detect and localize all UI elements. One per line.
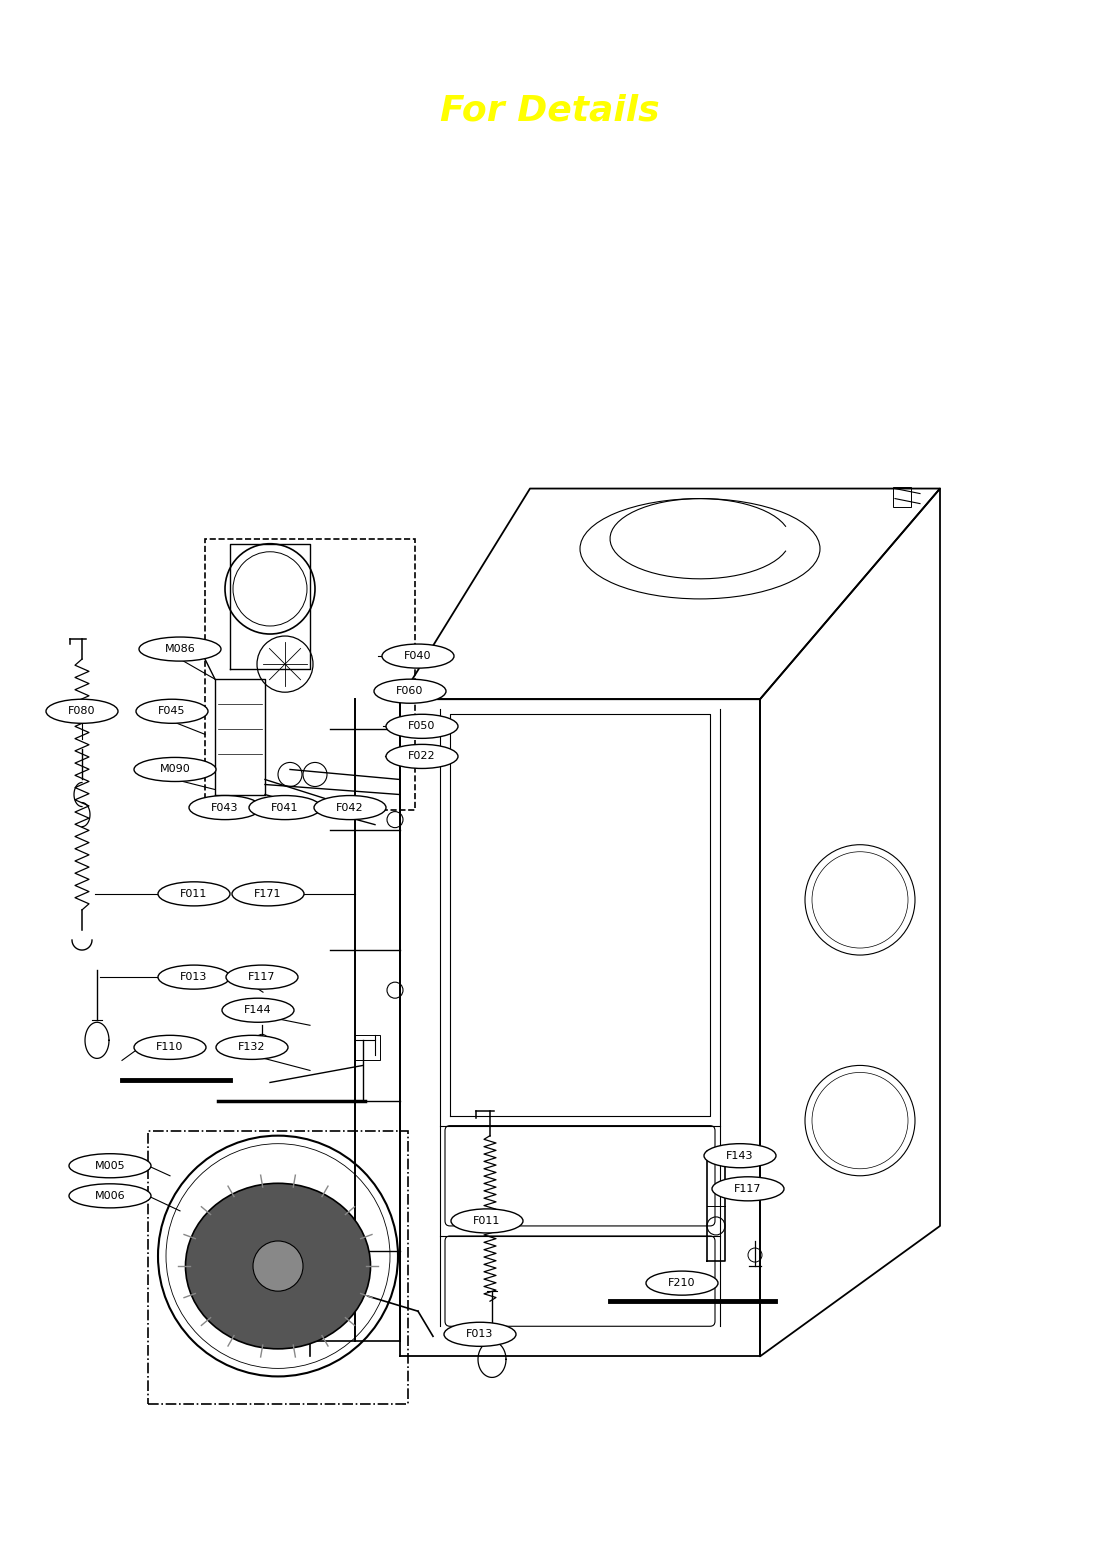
Ellipse shape xyxy=(134,757,216,782)
Text: F045: F045 xyxy=(158,706,186,717)
Text: F080: F080 xyxy=(68,706,96,717)
Text: F171: F171 xyxy=(254,889,282,899)
Text: M005: M005 xyxy=(95,1161,125,1170)
Ellipse shape xyxy=(232,882,304,906)
Bar xyxy=(893,486,911,506)
Text: F132: F132 xyxy=(239,1043,266,1052)
Ellipse shape xyxy=(249,796,321,819)
Ellipse shape xyxy=(186,1183,371,1349)
Ellipse shape xyxy=(451,1209,522,1232)
Text: F041: F041 xyxy=(272,802,299,813)
Bar xyxy=(148,1130,408,1403)
Ellipse shape xyxy=(136,700,208,723)
Text: M086: M086 xyxy=(165,644,196,653)
Text: F117: F117 xyxy=(735,1184,761,1193)
Ellipse shape xyxy=(134,1035,206,1060)
Ellipse shape xyxy=(222,998,294,1023)
Text: M006: M006 xyxy=(95,1190,125,1201)
Ellipse shape xyxy=(712,1176,784,1201)
Bar xyxy=(205,539,415,810)
Text: CLICK HERE: CLICK HERE xyxy=(495,36,605,53)
Text: F013: F013 xyxy=(180,972,208,982)
Ellipse shape xyxy=(139,636,221,661)
Text: F013: F013 xyxy=(466,1330,494,1339)
Text: F040: F040 xyxy=(405,652,431,661)
Text: F011: F011 xyxy=(180,889,208,899)
Text: F144: F144 xyxy=(244,1006,272,1015)
Text: F022: F022 xyxy=(408,751,436,762)
Ellipse shape xyxy=(386,745,458,768)
Ellipse shape xyxy=(374,680,446,703)
Ellipse shape xyxy=(46,700,118,723)
Text: F210: F210 xyxy=(669,1279,695,1288)
Ellipse shape xyxy=(382,644,454,667)
Text: For Details: For Details xyxy=(440,93,660,127)
Ellipse shape xyxy=(69,1184,151,1207)
Text: F110: F110 xyxy=(156,1043,184,1052)
Text: M090: M090 xyxy=(160,765,190,774)
Text: F011: F011 xyxy=(473,1215,500,1226)
Ellipse shape xyxy=(216,1035,288,1060)
Text: F042: F042 xyxy=(337,802,364,813)
Bar xyxy=(355,1035,380,1060)
Ellipse shape xyxy=(226,965,298,989)
Text: F117: F117 xyxy=(249,972,276,982)
Text: F043: F043 xyxy=(211,802,239,813)
Ellipse shape xyxy=(386,714,458,739)
Ellipse shape xyxy=(158,882,230,906)
Ellipse shape xyxy=(69,1153,151,1178)
Ellipse shape xyxy=(314,796,386,819)
Text: F050: F050 xyxy=(408,722,436,731)
Text: F060: F060 xyxy=(396,686,424,697)
Ellipse shape xyxy=(444,1322,516,1346)
Ellipse shape xyxy=(646,1271,718,1296)
Ellipse shape xyxy=(158,965,230,989)
Text: F143: F143 xyxy=(726,1150,754,1161)
Ellipse shape xyxy=(189,796,261,819)
Ellipse shape xyxy=(704,1144,776,1167)
Circle shape xyxy=(253,1242,302,1291)
